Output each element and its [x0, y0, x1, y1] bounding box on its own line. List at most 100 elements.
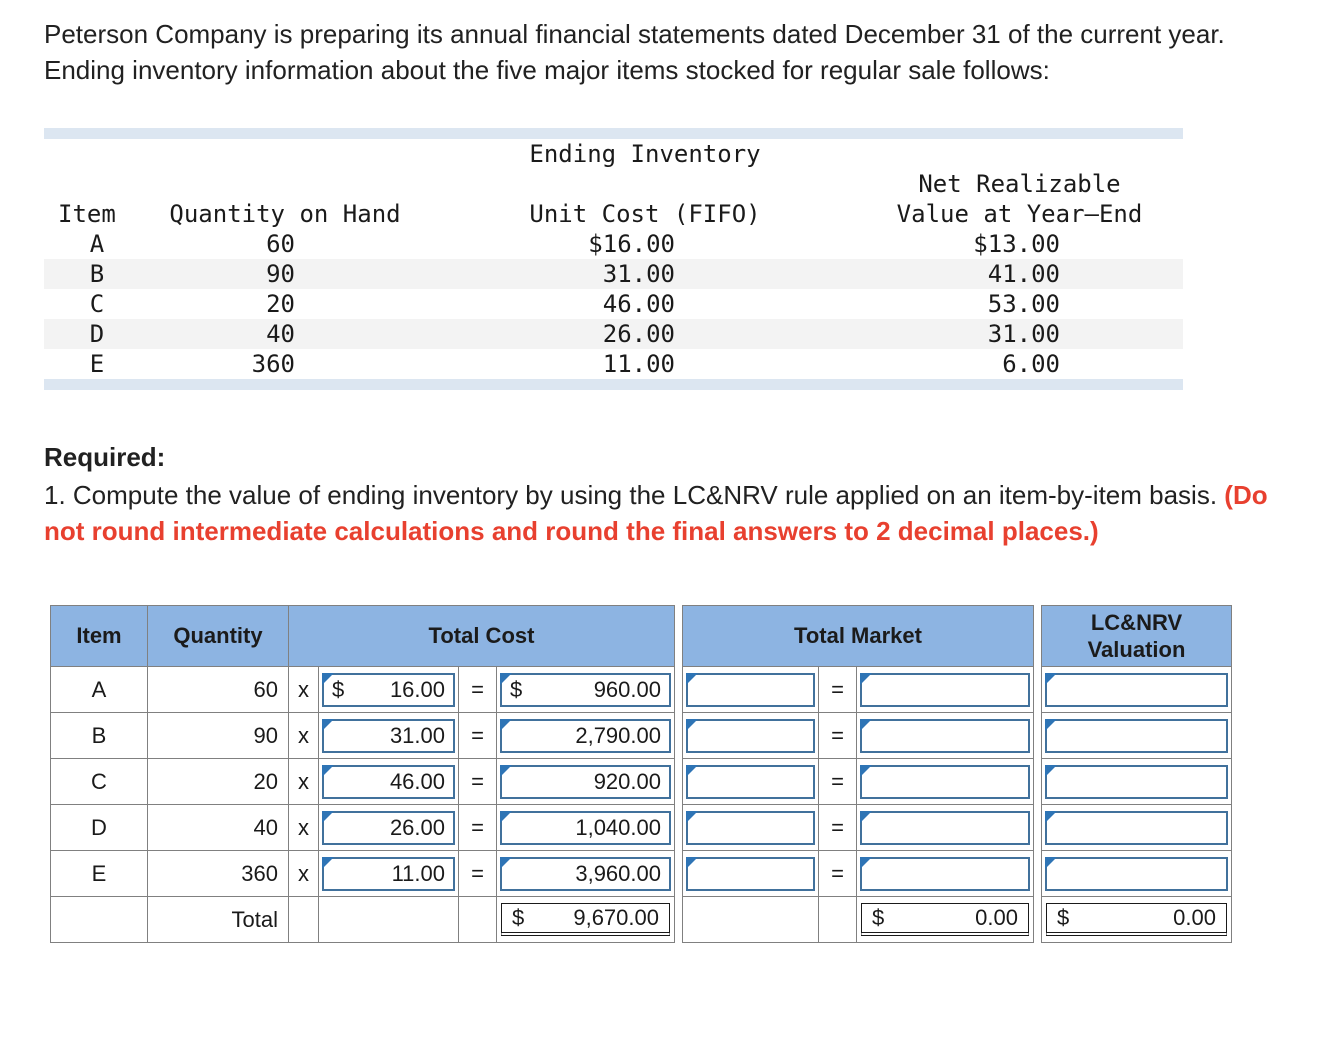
ans-item-label: D — [50, 805, 148, 851]
inv-row-b: B 90 31.00 41.00 — [44, 259, 1183, 289]
inv-column-header-row: Item Quantity on Hand Unit Cost (FIFO) V… — [44, 199, 1183, 229]
total-cost-value: 2,790.00 — [575, 722, 661, 748]
inv-item: E — [89, 350, 105, 378]
total-market-input-row-d[interactable] — [860, 810, 1030, 845]
market-unit-cell — [682, 759, 819, 805]
ans-header-total-cost: Total Cost — [289, 605, 675, 667]
unit-cost-input-row-e[interactable]: 11.00 — [322, 856, 455, 891]
total-cost-cell: 920.00 — [497, 759, 675, 805]
inv-row-a: A 60 $16.00 $13.00 — [44, 229, 1183, 259]
total-market-input-row-b[interactable] — [860, 718, 1030, 753]
ans-header-item: Item — [50, 605, 148, 667]
total-market-input-row-c[interactable] — [860, 764, 1030, 799]
unit-cost-input-row-d[interactable]: 26.00 — [322, 810, 455, 845]
market-unit-input-row-e[interactable] — [686, 856, 815, 891]
multiply-sign: x — [289, 713, 319, 759]
unit-cost-value: 46.00 — [389, 768, 445, 794]
multiply-sign: x — [289, 851, 319, 897]
unit-cost-input-row-a[interactable]: $ 16.00 — [322, 672, 455, 707]
market-unit-cell — [682, 805, 819, 851]
equals-sign: = — [819, 667, 857, 713]
market-unit-input-row-d[interactable] — [686, 810, 815, 845]
equals-sign: = — [459, 805, 497, 851]
column-divider — [1034, 605, 1041, 651]
total-cost-sum-cell: $ 9,670.00 — [497, 897, 675, 943]
inv-nrv: $13.00 — [973, 230, 1060, 258]
equals-sign: = — [459, 851, 497, 897]
lcnrv-input-row-a[interactable] — [1045, 672, 1228, 707]
total-row-empty-cell — [819, 897, 857, 943]
total-row-empty-cell — [459, 897, 497, 943]
total-cost-sum: $ 9,670.00 — [501, 903, 670, 936]
total-cost-input-row-d[interactable]: 1,040.00 — [500, 810, 671, 845]
inv-qty: 90 — [266, 260, 295, 288]
required-label: Required: — [44, 442, 166, 472]
inv-group-header-row: Ending Inventory — [44, 139, 1183, 169]
input-marker-icon — [686, 718, 698, 731]
lcnrv-cell — [1041, 713, 1232, 759]
required-instruction: 1. Compute the value of ending inventory… — [44, 477, 1314, 549]
total-cost-input-row-c[interactable]: 920.00 — [500, 764, 671, 799]
total-row-empty-cell — [682, 897, 819, 943]
column-divider — [1034, 713, 1041, 759]
lcnrv-input-row-b[interactable] — [1045, 718, 1228, 753]
market-unit-input-row-c[interactable] — [686, 764, 815, 799]
input-marker-icon — [860, 764, 872, 777]
currency-symbol: $ — [872, 905, 885, 930]
market-unit-input-row-b[interactable] — [686, 718, 815, 753]
page: Peterson Company is preparing its annual… — [0, 16, 1335, 943]
ans-header-total-market: Total Market — [682, 605, 1034, 667]
ans-quantity-value: 40 — [148, 805, 289, 851]
input-marker-icon — [322, 672, 334, 685]
lcnrv-sum: $ 0.00 — [1046, 903, 1227, 936]
column-divider — [675, 759, 682, 805]
unit-cost-value: 16.00 — [389, 676, 445, 702]
currency-symbol: $ — [332, 676, 345, 702]
lcnrv-input-row-d[interactable] — [1045, 810, 1228, 845]
market-unit-input-row-a[interactable] — [686, 672, 815, 707]
unit-cost-cell: 26.00 — [319, 805, 459, 851]
total-cost-input-row-a[interactable]: $ 960.00 — [500, 672, 671, 707]
inv-row-e: E 360 11.00 6.00 — [44, 349, 1183, 379]
input-marker-icon — [500, 810, 512, 823]
unit-cost-value: 31.00 — [389, 722, 445, 748]
lcnrv-cell — [1041, 851, 1232, 897]
input-marker-icon — [1045, 856, 1057, 869]
total-cost-input-row-b[interactable]: 2,790.00 — [500, 718, 671, 753]
column-divider — [675, 851, 682, 897]
input-marker-icon — [322, 810, 334, 823]
column-divider — [1034, 759, 1041, 805]
total-market-cell — [857, 851, 1034, 897]
unit-cost-input-row-b[interactable]: 31.00 — [322, 718, 455, 753]
lcnrv-header-line2: Valuation — [1087, 637, 1186, 662]
col-header-unit-cost: Unit Cost (FIFO) — [529, 200, 761, 228]
total-market-sum-cell: $ 0.00 — [857, 897, 1034, 943]
input-marker-icon — [686, 764, 698, 777]
inventory-table: Ending Inventory Net Realizable Item Qua… — [44, 128, 1183, 390]
total-cost-input-row-e[interactable]: 3,960.00 — [500, 856, 671, 891]
market-unit-cell — [682, 851, 819, 897]
inv-cost: $16.00 — [588, 230, 675, 258]
total-market-input-row-e[interactable] — [860, 856, 1030, 891]
total-cost-cell: 2,790.00 — [497, 713, 675, 759]
total-cost-value: 1,040.00 — [575, 814, 661, 840]
input-marker-icon — [322, 764, 334, 777]
multiply-sign: x — [289, 667, 319, 713]
currency-symbol: $ — [510, 676, 523, 702]
lcnrv-sum-value: 0.00 — [1173, 905, 1216, 930]
total-cost-value: 3,960.00 — [575, 860, 661, 886]
inv-qty: 40 — [266, 320, 295, 348]
total-market-cell — [857, 667, 1034, 713]
column-divider — [675, 713, 682, 759]
input-marker-icon — [1045, 764, 1057, 777]
equals-sign: = — [459, 713, 497, 759]
required-instruction-text: 1. Compute the value of ending inventory… — [44, 480, 1225, 510]
input-marker-icon — [686, 672, 698, 685]
total-market-input-row-a[interactable] — [860, 672, 1030, 707]
lcnrv-input-row-e[interactable] — [1045, 856, 1228, 891]
input-marker-icon — [1045, 672, 1057, 685]
unit-cost-input-row-c[interactable]: 46.00 — [322, 764, 455, 799]
inv-nrv-header-row: Net Realizable — [44, 169, 1183, 199]
lcnrv-input-row-c[interactable] — [1045, 764, 1228, 799]
input-marker-icon — [860, 810, 872, 823]
